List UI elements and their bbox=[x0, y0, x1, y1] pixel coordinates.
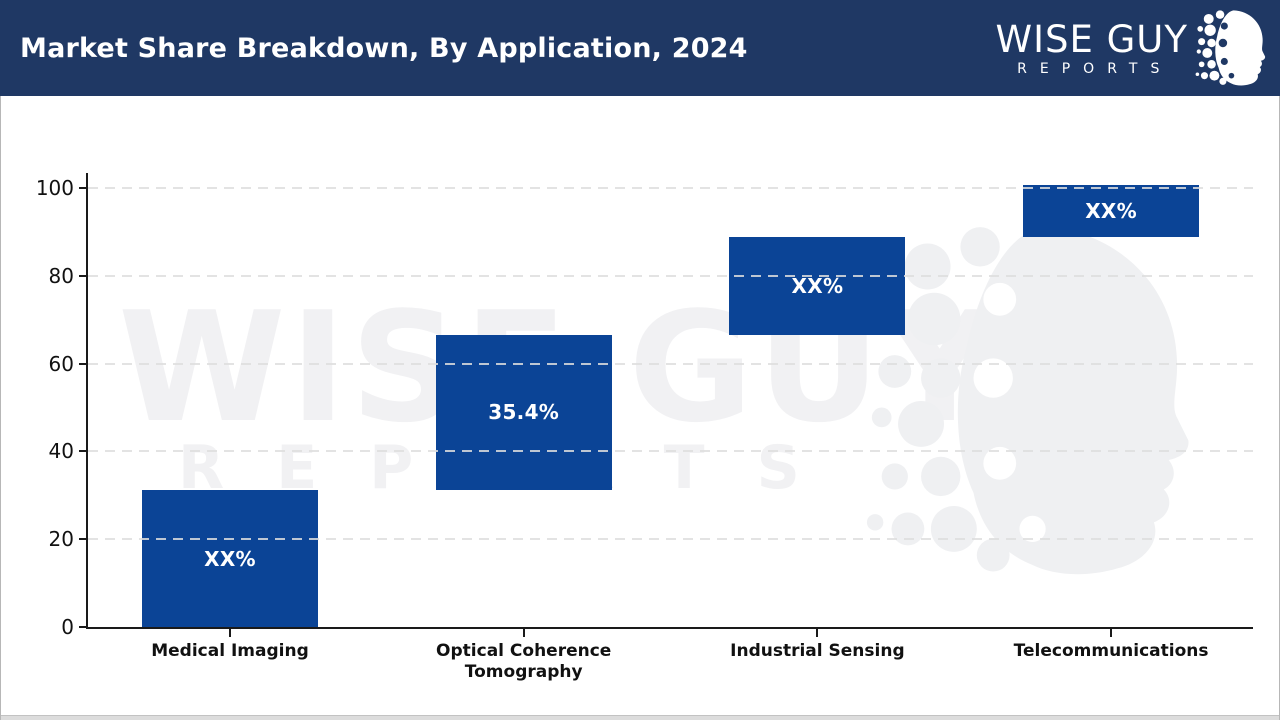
bar-optical-coherence-tomography: 35.4% bbox=[435, 334, 612, 491]
x-tick-label-telecommunications: Telecommunications bbox=[1013, 641, 1209, 661]
x-tick-label-medical-imaging: Medical Imaging bbox=[151, 641, 309, 661]
y-tick-label-60: 60 bbox=[48, 351, 74, 376]
y-tick-60 bbox=[79, 362, 87, 365]
bar-industrial-sensing: XX% bbox=[729, 237, 906, 335]
bottom-strip bbox=[1, 715, 1279, 720]
gridline-60 bbox=[88, 362, 1253, 365]
x-tick-medical-imaging bbox=[229, 629, 231, 637]
y-tick-label-80: 80 bbox=[48, 263, 74, 288]
y-axis-line bbox=[86, 173, 88, 629]
wiseguy-logo-text: WISE GUY REPORTS bbox=[995, 17, 1188, 77]
chart-title: Market Share Breakdown, By Application, … bbox=[20, 32, 748, 64]
bar-value-label-telecommunications: XX% bbox=[1085, 199, 1137, 224]
y-tick-label-40: 40 bbox=[48, 439, 74, 464]
y-tick-100 bbox=[79, 187, 87, 189]
bar-medical-imaging: XX% bbox=[142, 490, 318, 627]
y-tick-label-100: 100 bbox=[35, 176, 74, 200]
y-tick-40 bbox=[79, 450, 87, 453]
gridline-20 bbox=[88, 538, 1253, 541]
y-tick-80 bbox=[79, 274, 87, 277]
logo-wiseguy-label: WISE GUY bbox=[995, 17, 1188, 61]
wiseguy-logo: WISE GUY REPORTS bbox=[996, 9, 1266, 87]
bar-value-label-medical-imaging: XX% bbox=[204, 546, 256, 571]
y-tick-0 bbox=[79, 626, 87, 628]
x-tick-label-optical-coherence-tomography: Optical Coherence Tomography bbox=[436, 641, 612, 682]
y-tick-label-20: 20 bbox=[48, 527, 74, 552]
wiseguy-head-icon bbox=[1195, 10, 1266, 86]
y-tick-label-0: 0 bbox=[61, 615, 74, 639]
x-tick-optical-coherence-tomography bbox=[522, 629, 525, 637]
gridline-40 bbox=[88, 450, 1253, 453]
x-tick-industrial-sensing bbox=[816, 629, 819, 637]
bar-value-label-optical-coherence-tomography: 35.4% bbox=[488, 400, 560, 425]
x-tick-telecommunications bbox=[1110, 629, 1113, 637]
logo-reports-label: REPORTS bbox=[1017, 60, 1173, 77]
bar-value-label-industrial-sensing: XX% bbox=[791, 273, 844, 298]
header-bar: Market Share Breakdown, By Application, … bbox=[0, 0, 1280, 96]
y-tick-20 bbox=[79, 538, 87, 541]
bar-telecommunications: XX% bbox=[1023, 184, 1200, 238]
gridline-80 bbox=[88, 274, 1253, 277]
x-tick-label-industrial-sensing: Industrial Sensing bbox=[730, 641, 905, 661]
x-axis-line bbox=[86, 627, 1253, 629]
gridline-100 bbox=[88, 187, 1253, 189]
